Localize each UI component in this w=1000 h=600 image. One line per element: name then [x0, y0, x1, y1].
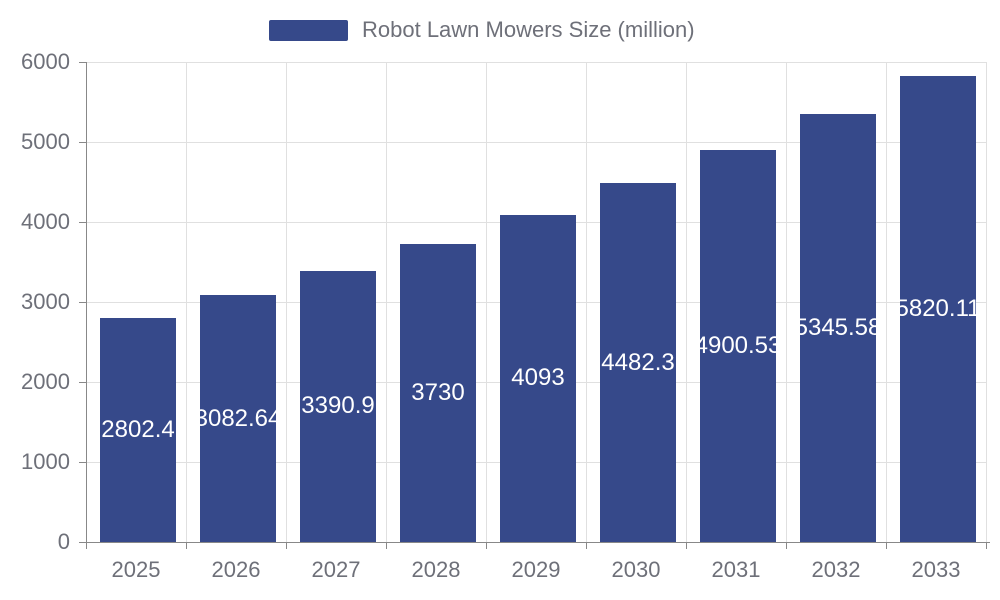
y-axis-tick — [79, 382, 86, 383]
x-gridline — [386, 62, 387, 542]
bar-2032[interactable]: 5345.58 — [800, 114, 876, 542]
x-axis-tick — [186, 542, 187, 549]
bar-2028[interactable]: 3730 — [400, 243, 476, 542]
x-tick-label: 2025 — [111, 557, 161, 582]
x-axis-tick — [786, 542, 787, 549]
bar-2031[interactable]: 4900.53 — [700, 149, 776, 542]
bar-value-label: 5820.11 — [900, 295, 976, 323]
bar-value-label: 2802.4 — [101, 415, 175, 443]
y-axis-tick — [79, 462, 86, 463]
x-axis-tick — [386, 542, 387, 549]
y-axis-tick — [79, 62, 86, 63]
y-tick-label: 5000 — [21, 129, 70, 154]
y-tick-label: 2000 — [21, 369, 70, 394]
y-gridline — [86, 62, 986, 63]
y-axis-tick — [79, 542, 86, 543]
bar-2030[interactable]: 4482.3 — [600, 183, 676, 542]
y-tick-label: 0 — [57, 529, 70, 554]
y-tick-label: 6000 — [21, 49, 70, 74]
x-axis-tick — [286, 542, 287, 549]
y-gridline — [86, 142, 986, 143]
bar-value-label: 3390.9 — [301, 392, 375, 420]
x-tick-label: 2033 — [911, 557, 961, 582]
bar-value-label: 5345.58 — [800, 314, 876, 342]
bar-value-label: 3730 — [411, 378, 465, 406]
bar-value-label: 4482.3 — [601, 348, 675, 376]
bar-value-label: 3082.64 — [200, 404, 276, 432]
x-axis-tick — [686, 542, 687, 549]
x-tick-label: 2031 — [711, 557, 761, 582]
y-axis-tick — [79, 302, 86, 303]
x-gridline — [286, 62, 287, 542]
x-gridline — [786, 62, 787, 542]
x-gridline — [886, 62, 887, 542]
x-tick-label: 2029 — [511, 557, 561, 582]
y-axis-tick — [79, 222, 86, 223]
bar-value-label: 4093 — [511, 364, 565, 392]
legend-swatch-icon — [269, 19, 348, 41]
legend-label: Robot Lawn Mowers Size (million) — [362, 17, 695, 42]
x-axis-tick — [886, 542, 887, 549]
bar-2025[interactable]: 2802.4 — [100, 317, 176, 542]
x-tick-label: 2028 — [411, 557, 461, 582]
y-tick-label: 3000 — [21, 289, 70, 314]
x-gridline — [586, 62, 587, 542]
bar-2033[interactable]: 5820.11 — [900, 76, 976, 542]
x-axis-tick — [86, 542, 87, 549]
x-axis-tick — [586, 542, 587, 549]
x-axis-tick — [486, 542, 487, 549]
bar-2027[interactable]: 3390.9 — [300, 270, 376, 542]
x-tick-label: 2027 — [311, 557, 361, 582]
legend[interactable]: Robot Lawn Mowers Size (million) — [269, 17, 695, 43]
x-gridline — [986, 62, 987, 542]
bar-2029[interactable]: 4093 — [500, 214, 576, 542]
x-axis-tick — [986, 542, 987, 549]
x-gridline — [686, 62, 687, 542]
x-gridline — [486, 62, 487, 542]
y-tick-label: 4000 — [21, 209, 70, 234]
x-tick-label: 2026 — [211, 557, 261, 582]
x-gridline — [186, 62, 187, 542]
y-axis-line — [86, 62, 87, 542]
x-tick-label: 2030 — [611, 557, 661, 582]
y-axis-tick — [79, 142, 86, 143]
bar-2026[interactable]: 3082.64 — [200, 295, 276, 542]
x-axis-line — [86, 542, 990, 543]
y-tick-label: 1000 — [21, 449, 70, 474]
x-tick-label: 2032 — [811, 557, 861, 582]
bar-value-label: 4900.53 — [700, 331, 776, 359]
